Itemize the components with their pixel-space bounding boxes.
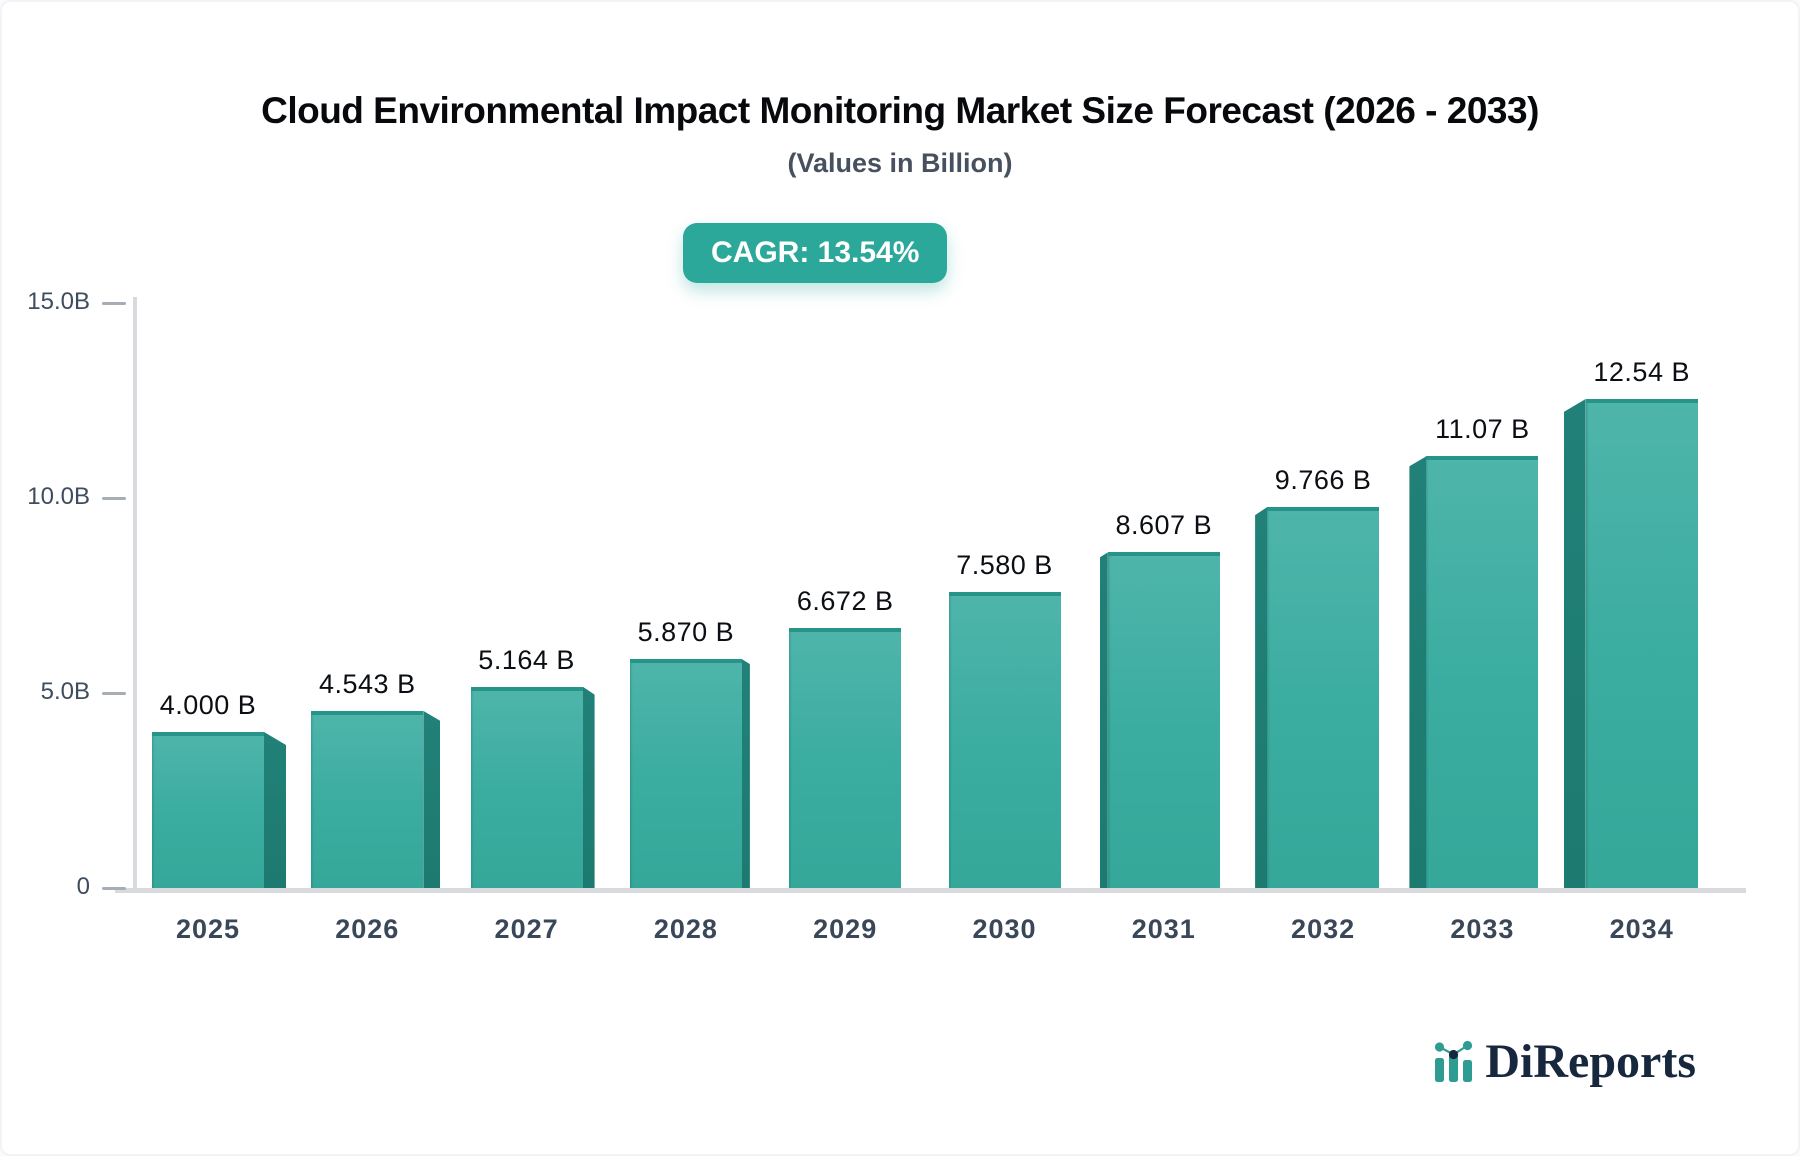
x-axis-label-2029: 2029: [813, 914, 878, 944]
x-axis-label-2032: 2032: [1291, 914, 1356, 944]
chart-subtitle: (Values in Billion): [787, 148, 1013, 178]
y-axis-tick-mark: [102, 302, 126, 305]
bar-3d-side: [264, 732, 286, 888]
bar-top-edge: [152, 732, 264, 736]
bar-top-edge: [1585, 398, 1698, 403]
bar-3d-side: [741, 659, 750, 888]
bar-value-label: 5.164 B: [478, 644, 575, 675]
x-axis-label-2033: 2033: [1450, 914, 1515, 944]
bar-2030: [948, 592, 1061, 888]
bar-2032: [1267, 507, 1380, 888]
bar-3d-side: [1409, 456, 1427, 888]
bar-3d-side: [582, 686, 595, 888]
bar-top-edge: [1426, 456, 1539, 461]
logo-text: DiReports: [1485, 1035, 1696, 1088]
bar-3d-side: [1563, 398, 1586, 888]
bar-2025: [152, 732, 264, 888]
bar-top-edge: [789, 627, 902, 632]
bar-top-edge: [629, 659, 742, 664]
x-axis-label-2031: 2031: [1131, 914, 1196, 944]
x-axis-label-2025: 2025: [175, 914, 241, 944]
bar-value-label: 5.870 B: [637, 617, 735, 648]
bar-2029: [789, 627, 902, 888]
bar-2033: [1426, 456, 1539, 888]
bar-top-edge: [470, 686, 583, 691]
bar-3d-side: [423, 710, 441, 888]
bar-top-edge: [1267, 507, 1380, 512]
bar-value-label: 9.766 B: [1274, 465, 1372, 496]
y-axis-tick-label: 5.0B: [40, 678, 90, 705]
direports-logo: DiReports: [1429, 1038, 1696, 1086]
y-axis-tick-label: 10.0B: [27, 483, 90, 510]
bar-2031: [1107, 552, 1220, 888]
bar-2027: [470, 686, 583, 888]
x-axis-label-2034: 2034: [1609, 914, 1674, 944]
bar-value-label: 4.000 B: [159, 690, 257, 720]
y-axis-tick-mark: [102, 692, 126, 695]
y-axis-tick-mark: [102, 887, 126, 890]
x-axis-label-2028: 2028: [653, 914, 718, 944]
bar-value-label: 12.54 B: [1593, 356, 1690, 387]
x-axis-label-2027: 2027: [494, 914, 559, 944]
chart-title: Cloud Environmental Impact Monitoring Ma…: [261, 90, 1539, 131]
bar-top-edge: [1107, 552, 1220, 557]
bar-2028: [629, 659, 742, 888]
bar-value-label: 7.580 B: [956, 550, 1053, 581]
bar-3d-side: [1255, 507, 1268, 888]
bar-top-edge: [311, 710, 424, 715]
bar-top-edge: [948, 592, 1061, 597]
bar-2026: [311, 710, 424, 888]
y-axis-line: [133, 297, 137, 890]
y-axis-tick-label: 15.0B: [27, 288, 90, 315]
y-axis-tick-mark: [102, 497, 126, 500]
mini-bar-chart-with-trendline-icon: [1435, 1040, 1473, 1082]
bar-value-label: 11.07 B: [1435, 414, 1530, 445]
y-axis-tick-label: 0: [76, 873, 90, 900]
bar-value-label: 6.672 B: [796, 585, 894, 616]
bar-value-label: 8.607 B: [1115, 510, 1213, 541]
x-axis-label-2026: 2026: [335, 914, 400, 944]
bar-3d-side: [1099, 552, 1108, 888]
bar-value-label: 4.543 B: [319, 668, 416, 699]
x-axis-label-2030: 2030: [972, 914, 1037, 944]
cagr-badge: CAGR: 13.54%: [683, 223, 948, 283]
x-axis-line: [115, 888, 1746, 893]
bar-2034: [1585, 398, 1698, 888]
